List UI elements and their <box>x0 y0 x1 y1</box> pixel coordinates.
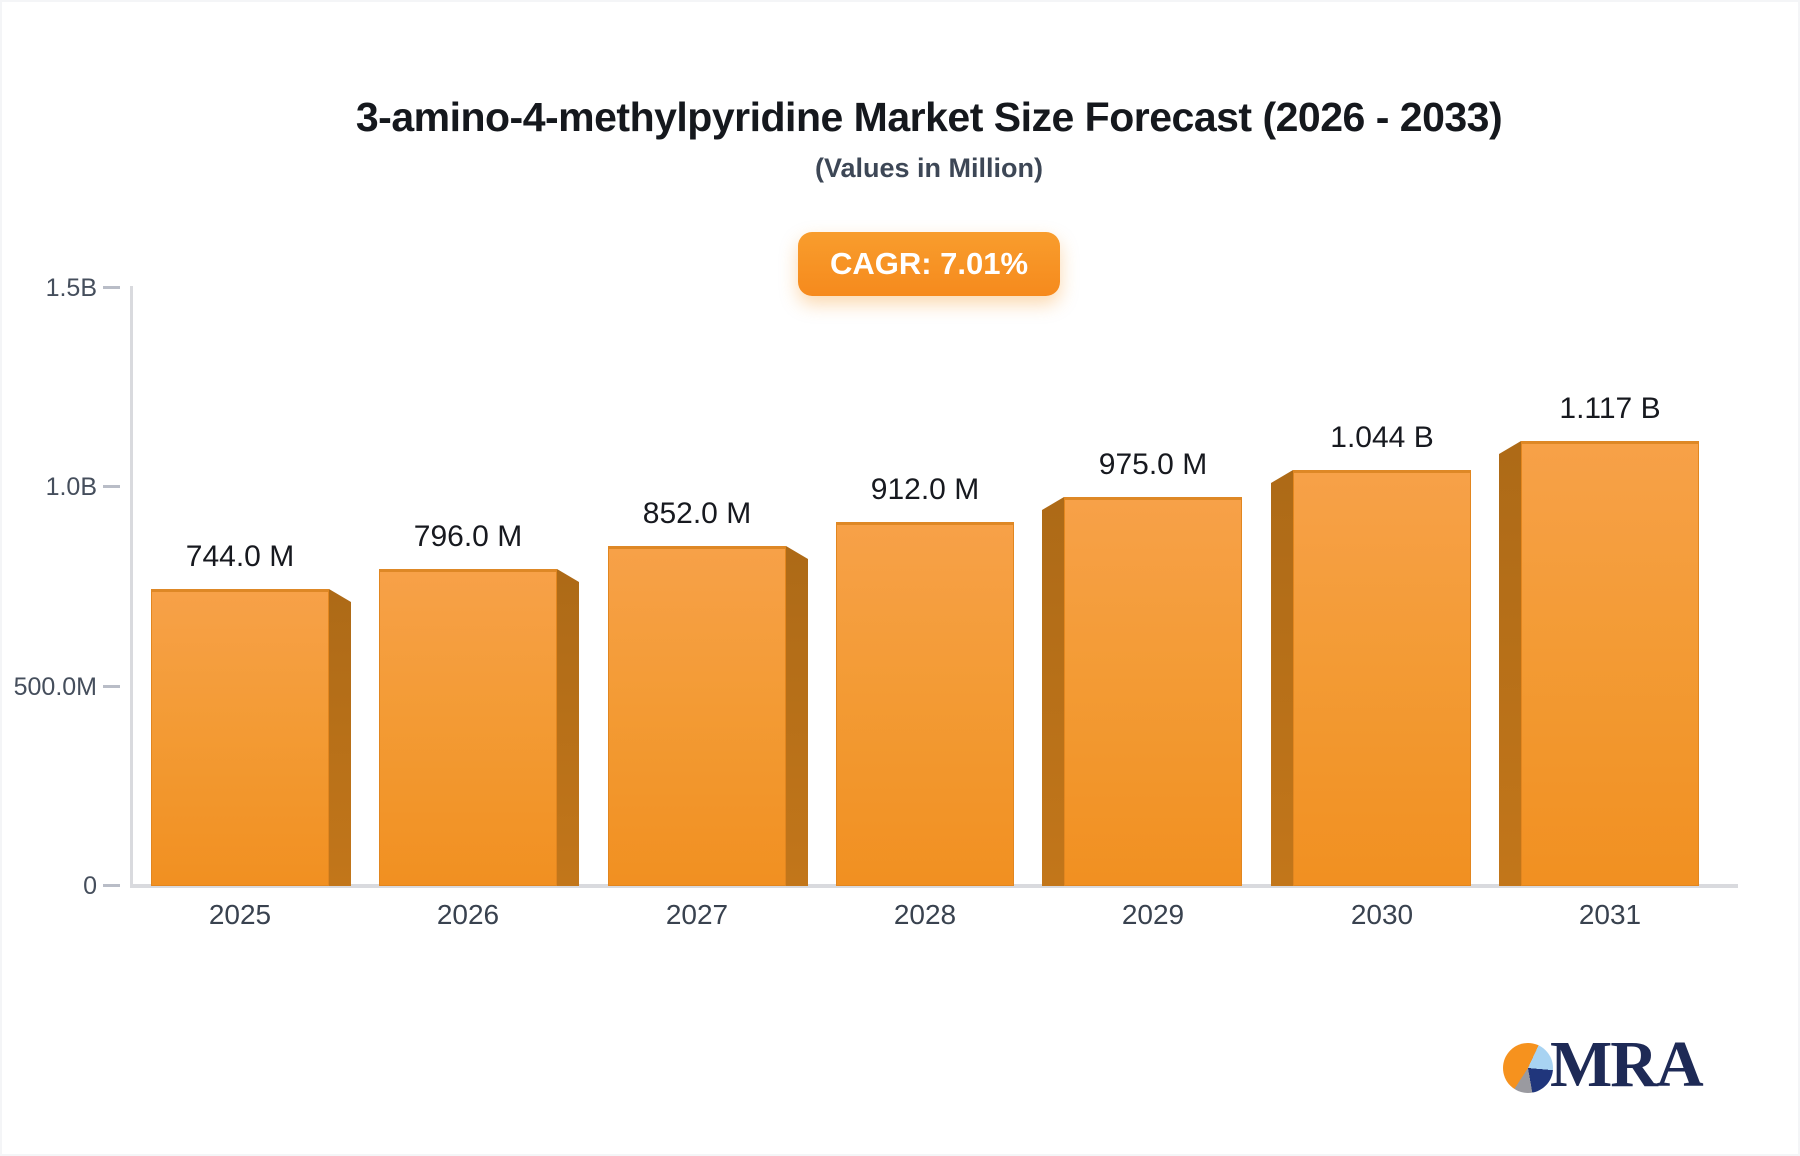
bar-2028 <box>836 522 1014 886</box>
bar-2029 <box>1064 497 1242 886</box>
x-axis-label-2030: 2030 <box>1350 899 1414 930</box>
bar-value-label-2029: 975.0 M <box>1098 448 1208 481</box>
y-axis-tick-mark <box>103 286 120 289</box>
y-axis-tick-label: 0 <box>83 872 97 900</box>
y-axis-tick-mark <box>103 485 120 488</box>
x-axis-label-2028: 2028 <box>893 899 957 930</box>
bar-side-face-2025 <box>329 589 351 886</box>
x-axis-label-2026: 2026 <box>436 899 500 930</box>
bar-value-label-2028: 912.0 M <box>870 473 980 506</box>
y-axis-tick-mark <box>103 685 120 688</box>
bar-value-label-2027: 852.0 M <box>642 497 752 530</box>
x-axis-line <box>130 884 1738 888</box>
bar-2030 <box>1293 470 1471 886</box>
chart-title: 3-amino-4-methylpyridine Market Size For… <box>355 94 1503 140</box>
bar-value-label-2026: 796.0 M <box>413 520 523 553</box>
logo-text: MRA <box>1550 1028 1704 1101</box>
bar-2027 <box>608 546 786 886</box>
bar-side-face-2030 <box>1271 470 1293 886</box>
y-axis-tick-label: 1.5B <box>45 274 97 302</box>
x-axis-label-2031: 2031 <box>1578 899 1642 930</box>
bar-value-label-2025: 744.0 M <box>185 540 295 573</box>
y-axis-tick-label: 500.0M <box>13 673 97 701</box>
cagr-badge: CAGR: 7.01% <box>797 232 1061 296</box>
chart-subtitle: (Values in Million) <box>814 153 1044 183</box>
y-axis-tick-mark <box>103 884 120 887</box>
bar-side-face-2029 <box>1042 497 1064 886</box>
y-axis-tick-label: 1.0B <box>45 473 97 501</box>
bar-side-face-2026 <box>557 569 579 886</box>
x-axis-label-2027: 2027 <box>665 899 729 930</box>
chart-header: 3-amino-4-methylpyridine Market Size For… <box>134 0 1724 296</box>
x-axis-label-2025: 2025 <box>208 899 272 930</box>
bar-value-label-2031: 1.117 B <box>1559 392 1661 425</box>
bar-2031 <box>1521 441 1699 886</box>
bar-value-label-2030: 1.044 B <box>1330 421 1434 454</box>
bar-2026 <box>379 569 557 886</box>
bar-side-face-2031 <box>1499 441 1521 886</box>
bar-2025 <box>151 589 329 886</box>
logo: MRA <box>1503 1030 1763 1110</box>
y-axis-line <box>130 286 133 887</box>
bar-side-face-2027 <box>786 546 808 886</box>
x-axis-label-2029: 2029 <box>1121 899 1185 930</box>
logo-pie-icon <box>1503 1043 1553 1093</box>
